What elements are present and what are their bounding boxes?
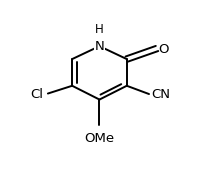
Text: H: H [95, 23, 103, 36]
Text: N: N [94, 40, 104, 53]
Text: Cl: Cl [30, 88, 43, 101]
Text: O: O [157, 43, 168, 56]
Text: CN: CN [151, 88, 170, 101]
Text: OMe: OMe [84, 132, 114, 145]
Text: N: N [94, 40, 104, 53]
